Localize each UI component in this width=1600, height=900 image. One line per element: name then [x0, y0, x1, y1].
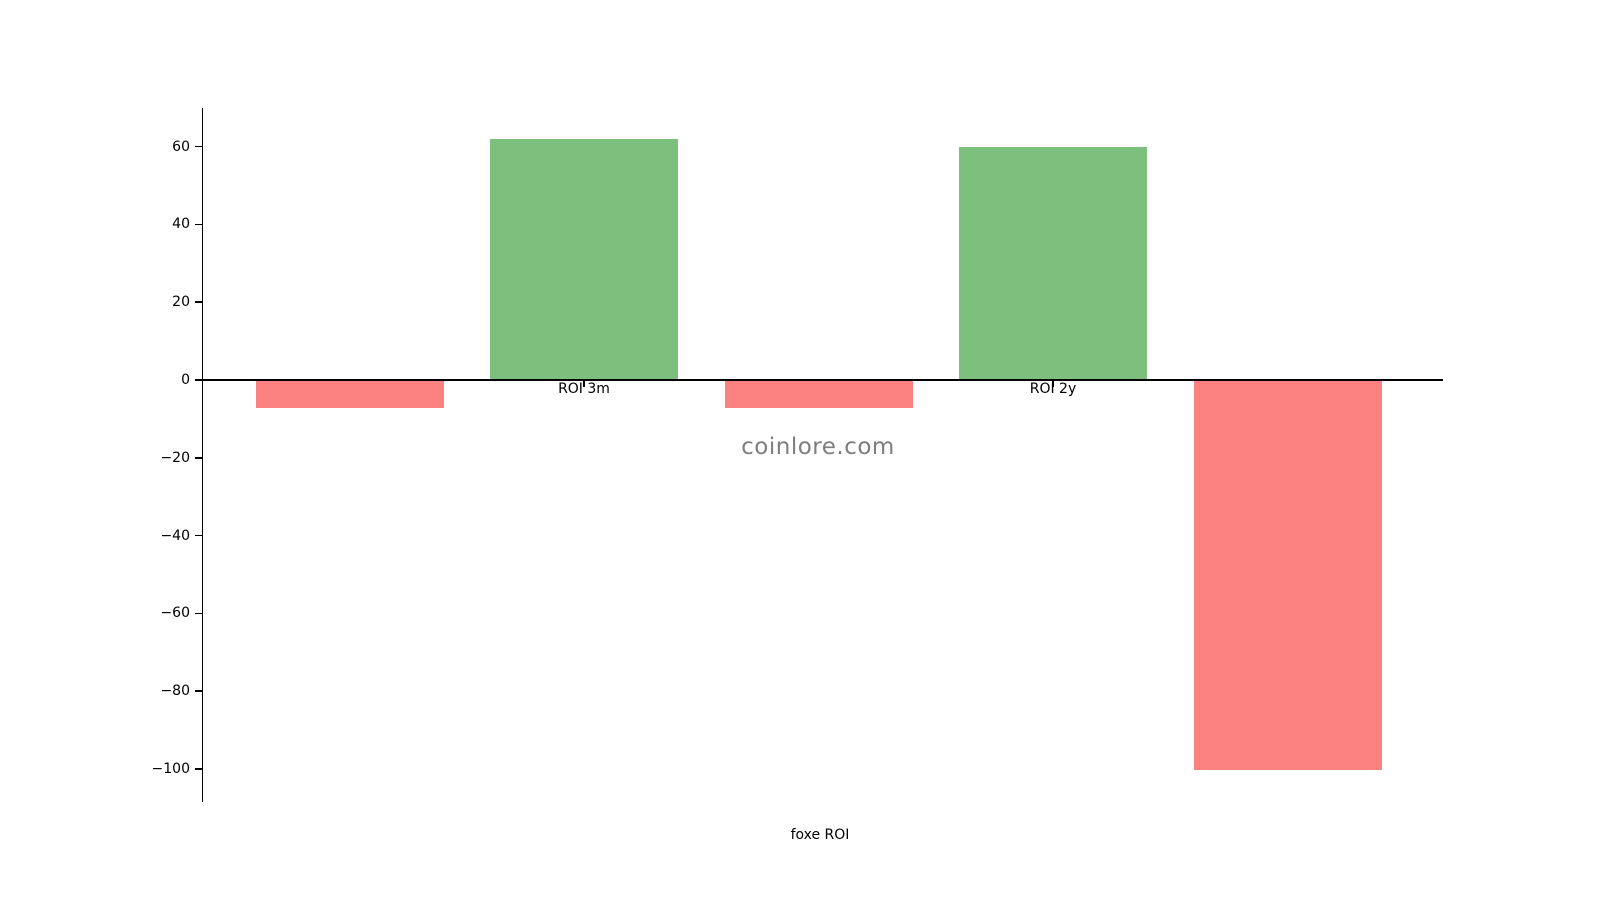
y-tick-mark: [194, 379, 202, 381]
bar-2-positive: [490, 138, 678, 380]
y-tick-label: 20: [172, 294, 190, 311]
y-tick-label: 60: [172, 138, 190, 155]
y-tick-label: 0: [181, 372, 190, 388]
y-tick-label: −80: [160, 683, 190, 700]
watermark-text: coinlore.com: [741, 434, 895, 460]
y-tick-mark: [194, 145, 202, 148]
y-tick-label: −100: [151, 760, 190, 777]
bar-5-negative: [1193, 380, 1382, 770]
x-tick-mark: [583, 380, 585, 387]
x-tick-label: ROI 3m: [558, 381, 610, 397]
bar-4-positive: [959, 146, 1147, 380]
y-tick-mark: [194, 690, 202, 692]
x-tick-mark: [1052, 380, 1054, 387]
y-axis-line: [201, 108, 203, 802]
x-tick-label: ROI 2y: [1029, 381, 1077, 397]
y-tick-mark: [194, 457, 202, 459]
y-tick-mark: [194, 612, 202, 615]
y-tick-label: 40: [172, 216, 190, 233]
x-axis-title: foxe ROI: [790, 827, 850, 843]
bar-1-negative: [255, 380, 444, 408]
y-tick-label: −20: [160, 449, 190, 466]
y-tick-label: −60: [160, 605, 190, 622]
x-axis-zero-line: [201, 379, 1443, 381]
y-tick-label: −40: [160, 527, 190, 544]
y-tick-mark: [194, 534, 202, 537]
bar-3-negative: [724, 380, 913, 408]
y-tick-mark: [194, 223, 202, 226]
y-tick-mark: [194, 768, 202, 770]
y-tick-mark: [194, 301, 202, 303]
